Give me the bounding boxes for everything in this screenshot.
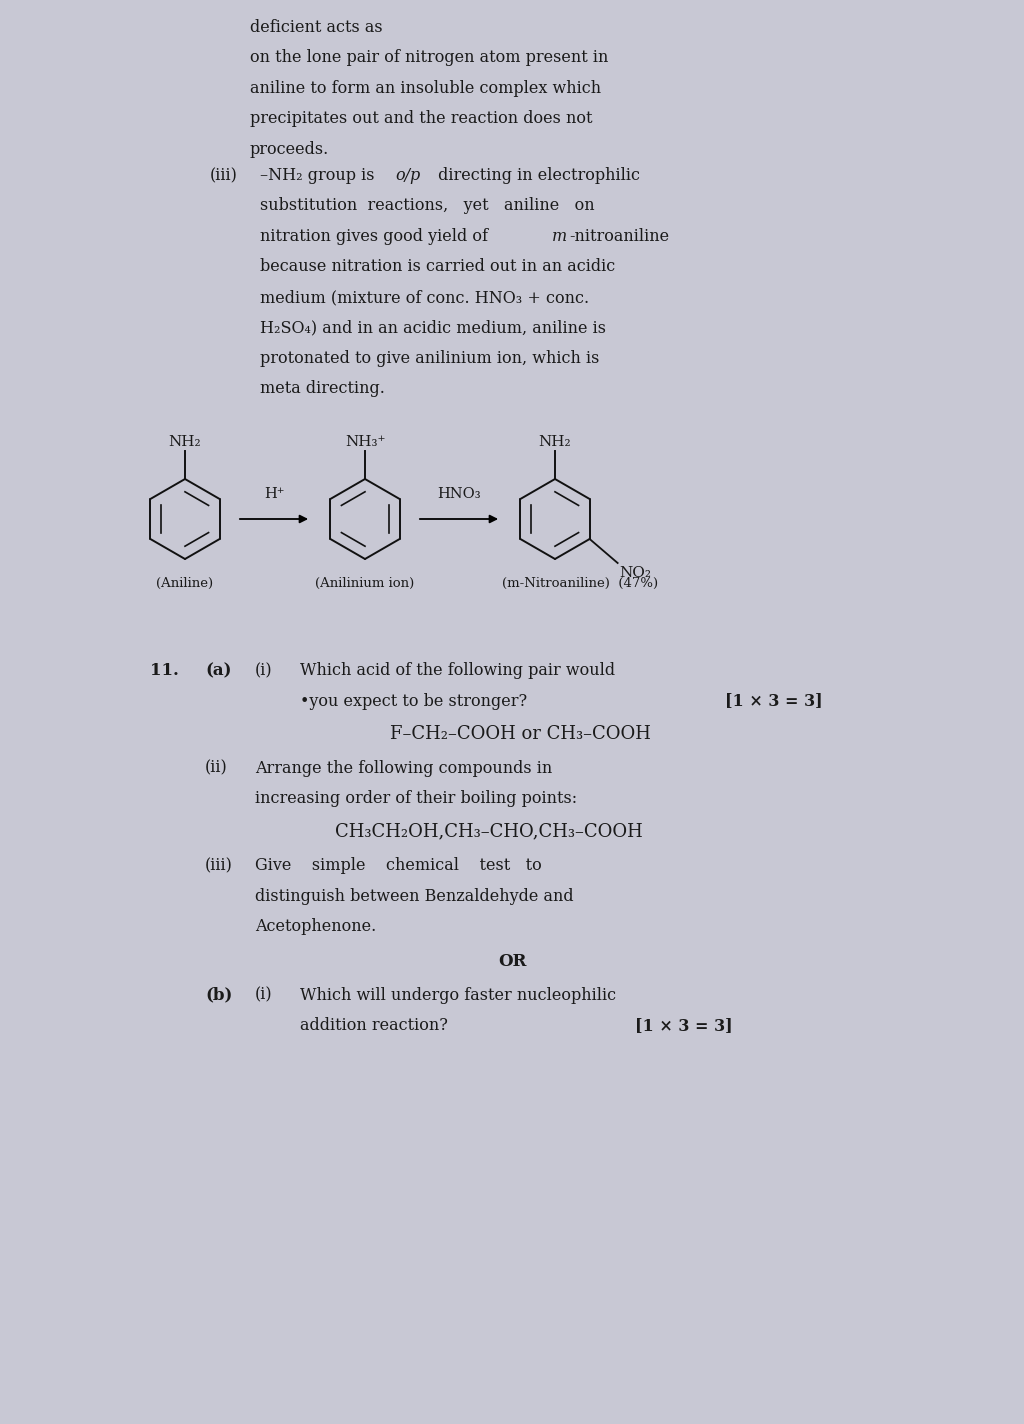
Text: –NH₂ group is: –NH₂ group is — [260, 167, 380, 184]
Text: [1 × 3 = 3]: [1 × 3 = 3] — [635, 1017, 732, 1034]
Text: (ii): (ii) — [205, 759, 227, 776]
Text: (b): (b) — [205, 987, 232, 1004]
Text: because nitration is carried out in an acidic: because nitration is carried out in an a… — [260, 258, 615, 275]
Text: Which will undergo faster nucleophilic: Which will undergo faster nucleophilic — [300, 987, 616, 1004]
Text: (i): (i) — [255, 987, 272, 1004]
Text: OR: OR — [498, 953, 526, 970]
Text: on the lone pair of nitrogen atom present in: on the lone pair of nitrogen atom presen… — [250, 50, 608, 67]
Text: distinguish between Benzaldehyde and: distinguish between Benzaldehyde and — [255, 887, 573, 904]
Text: nitration gives good yield of: nitration gives good yield of — [260, 228, 494, 245]
Text: Give    simple    chemical    test   to: Give simple chemical test to — [255, 857, 542, 874]
Text: addition reaction?: addition reaction? — [300, 1017, 447, 1034]
Text: CH₃CH₂OH,CH₃–CHO,CH₃–COOH: CH₃CH₂OH,CH₃–CHO,CH₃–COOH — [335, 822, 643, 840]
Text: aniline to form an insoluble complex which: aniline to form an insoluble complex whi… — [250, 80, 601, 97]
Text: H₂SO₄) and in an acidic medium, aniline is: H₂SO₄) and in an acidic medium, aniline … — [260, 319, 606, 336]
Text: Arrange the following compounds in: Arrange the following compounds in — [255, 759, 552, 776]
Text: (Anilinium ion): (Anilinium ion) — [315, 577, 415, 590]
Text: medium (mixture of conc. HNO₃ + conc.: medium (mixture of conc. HNO₃ + conc. — [260, 289, 589, 306]
Text: m: m — [552, 228, 567, 245]
Text: 11.: 11. — [150, 662, 179, 679]
Text: protonated to give anilinium ion, which is: protonated to give anilinium ion, which … — [260, 350, 599, 367]
Text: precipitates out and the reaction does not: precipitates out and the reaction does n… — [250, 111, 593, 128]
Text: NH₃⁺: NH₃⁺ — [345, 434, 385, 449]
Text: increasing order of their boiling points:: increasing order of their boiling points… — [255, 790, 578, 807]
Text: (iii): (iii) — [205, 857, 232, 874]
Text: substitution  reactions,   yet   aniline   on: substitution reactions, yet aniline on — [260, 198, 595, 215]
Text: [1 × 3 = 3]: [1 × 3 = 3] — [725, 692, 822, 709]
Text: directing in electrophilic: directing in electrophilic — [433, 167, 640, 184]
Text: •you expect to be stronger?: •you expect to be stronger? — [300, 692, 527, 709]
Text: Acetophenone.: Acetophenone. — [255, 918, 376, 936]
Text: -nitroaniline: -nitroaniline — [569, 228, 669, 245]
Text: NH₂: NH₂ — [169, 434, 202, 449]
Text: NO₂: NO₂ — [620, 565, 651, 580]
Text: proceeds.: proceeds. — [250, 141, 330, 158]
Text: o/p: o/p — [395, 167, 420, 184]
Text: Which acid of the following pair would: Which acid of the following pair would — [300, 662, 615, 679]
Text: (i): (i) — [255, 662, 272, 679]
Text: deficient acts as: deficient acts as — [250, 19, 383, 36]
Text: meta directing.: meta directing. — [260, 380, 385, 397]
Text: (m-Nitroaniline)  (47%): (m-Nitroaniline) (47%) — [502, 577, 658, 590]
Text: (a): (a) — [205, 662, 231, 679]
Text: F–CH₂–COOH or CH₃–COOH: F–CH₂–COOH or CH₃–COOH — [390, 725, 651, 742]
Text: NH₂: NH₂ — [539, 434, 571, 449]
Text: (iii): (iii) — [210, 167, 238, 184]
Text: H⁺: H⁺ — [264, 487, 285, 501]
Text: HNO₃: HNO₃ — [437, 487, 481, 501]
Text: (Aniline): (Aniline) — [157, 577, 214, 590]
